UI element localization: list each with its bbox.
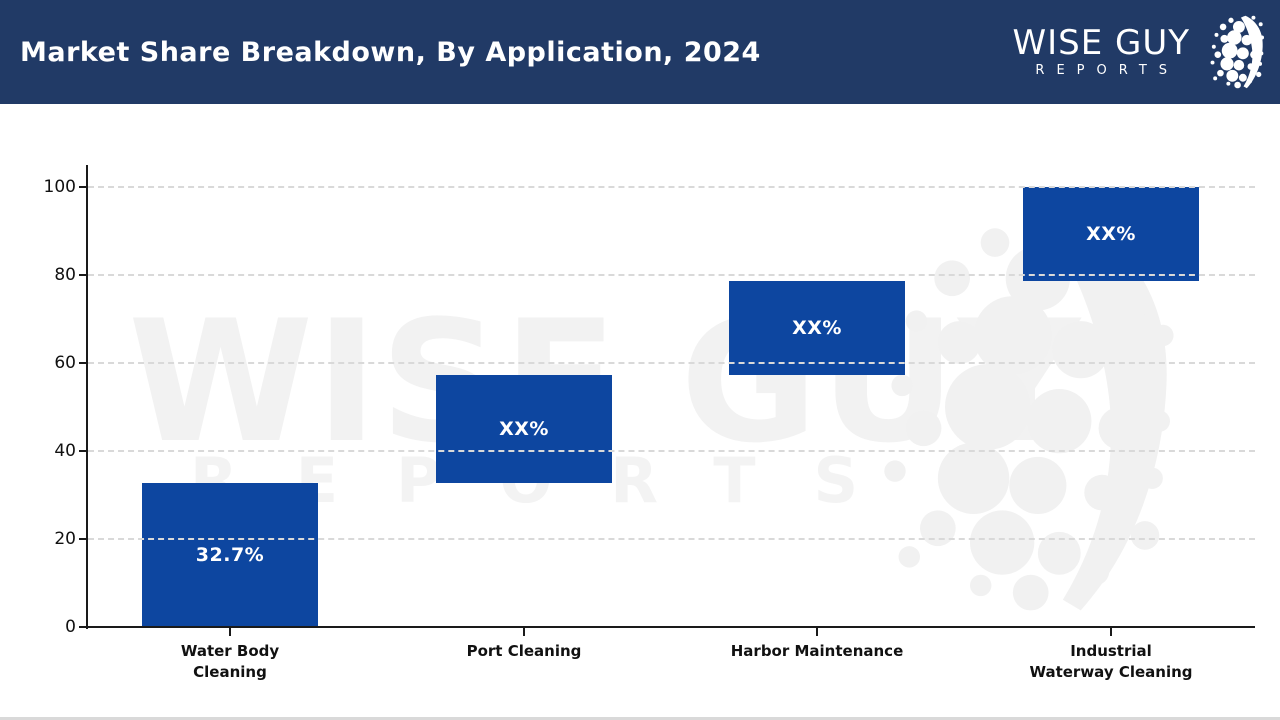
x-tickmark <box>523 628 525 636</box>
x-tickmark <box>229 628 231 636</box>
bar-value-label: XX% <box>792 317 842 339</box>
gridline <box>88 186 1255 188</box>
gridline <box>88 450 1255 452</box>
x-category-label: Harbor Maintenance <box>730 642 904 660</box>
x-axis <box>88 626 1255 628</box>
gridline <box>88 362 1255 364</box>
chart-area: WISE GUY REPORTS 02040608010032.7%Water … <box>0 104 1280 717</box>
x-tickmark <box>816 628 818 636</box>
y-tickmark <box>79 450 88 452</box>
y-tick-label: 20 <box>54 529 76 549</box>
logo-text: WISE GUY REPORTS <box>1012 22 1190 79</box>
y-tickmark <box>79 274 88 276</box>
dotted-head-icon <box>1198 13 1264 91</box>
y-tickmark <box>79 538 88 540</box>
x-category-label: Water Body Cleaning <box>180 642 280 681</box>
y-tick-label: 100 <box>43 177 76 197</box>
y-tick-label: 80 <box>54 265 76 285</box>
logo-wordmark: WISE GUY <box>1012 22 1190 63</box>
x-category-label: Port Cleaning <box>466 642 582 660</box>
y-axis <box>86 165 88 629</box>
y-tick-label: 40 <box>54 441 76 461</box>
bar-value-label: 32.7% <box>195 544 265 566</box>
y-tickmark <box>79 362 88 364</box>
header-bar: Market Share Breakdown, By Application, … <box>0 0 1280 104</box>
y-tick-label: 60 <box>54 353 76 373</box>
wise-guy-reports-logo: WISE GUY REPORTS <box>1012 13 1280 91</box>
gridline <box>88 538 1255 540</box>
bar: XX% <box>729 281 905 375</box>
logo-subtitle: REPORTS <box>1035 63 1180 79</box>
x-tickmark <box>1110 628 1112 636</box>
y-tick-label: 0 <box>65 617 76 637</box>
bar: XX% <box>1023 187 1199 281</box>
bottom-border <box>0 717 1280 720</box>
x-category-label: Industrial Waterway Cleaning <box>1029 642 1193 681</box>
y-tickmark <box>79 186 88 188</box>
bar-value-label: XX% <box>499 418 549 440</box>
page-title: Market Share Breakdown, By Application, … <box>20 36 761 68</box>
bar: 32.7% <box>142 483 318 627</box>
bar: XX% <box>436 375 612 483</box>
bar-value-label: XX% <box>1086 223 1136 245</box>
y-tickmark <box>79 626 88 628</box>
gridline <box>88 274 1255 276</box>
